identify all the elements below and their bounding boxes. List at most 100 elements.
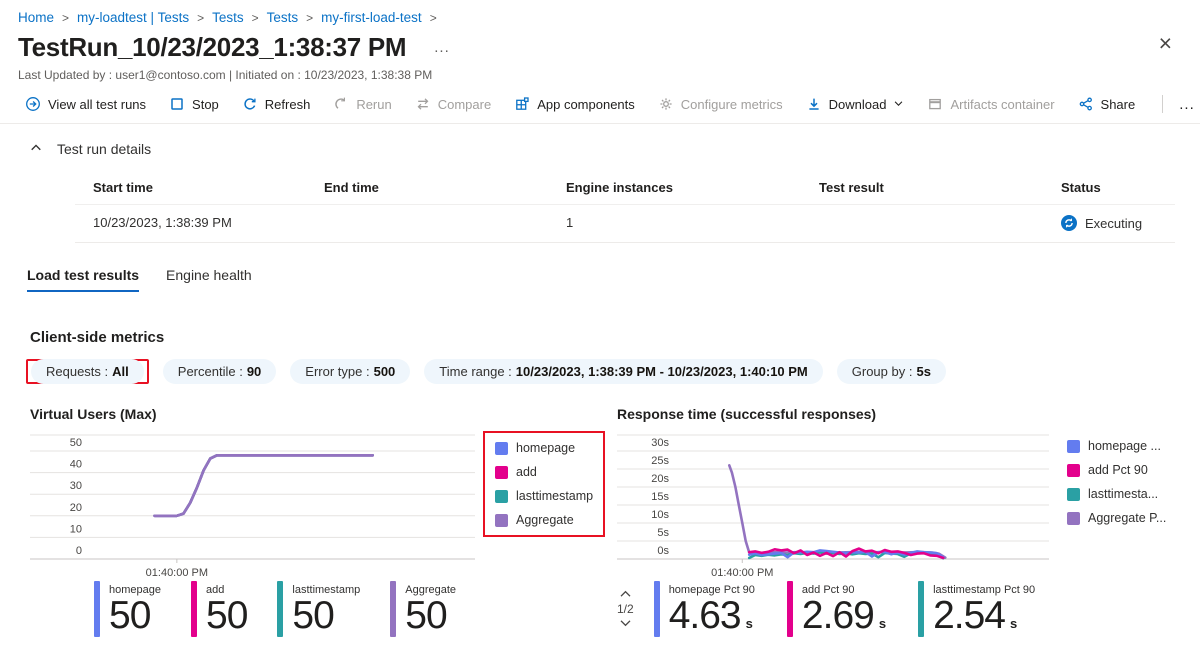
view-all-test-runs-icon (25, 96, 41, 112)
compare-button[interactable]: Compare (415, 96, 491, 112)
configure-metrics-button[interactable]: Configure metrics (658, 96, 783, 112)
cell-end-time (306, 205, 548, 242)
svg-text:30s: 30s (651, 437, 669, 449)
virtual-users-chart-panel: Virtual Users (Max) 50 40 30 20 10 0 01:40:00 … (30, 406, 617, 637)
virtual-users-legend: homepage add lasttimestamp Aggregate (483, 431, 606, 537)
view-all-test-runs-button[interactable]: View all test runs (25, 96, 146, 112)
cell-start-time: 10/23/2023, 1:38:39 PM (93, 215, 232, 230)
homepage-swatch (1067, 439, 1080, 453)
add-swatch (1067, 463, 1080, 477)
legend-item-aggregate[interactable]: Aggregate (495, 513, 593, 527)
stop-button[interactable]: Stop (169, 96, 219, 112)
refresh-button[interactable]: Refresh (242, 96, 311, 112)
stat-card-lasttimestamp-pct90: lasttimestamp Pct 90 2.54 s (918, 581, 1035, 637)
pager-label: 1/2 (617, 601, 634, 616)
stat-color-bar (277, 581, 284, 637)
stat-color-bar (94, 581, 100, 637)
view-all-test-runs-label: View all test runs (48, 96, 147, 112)
run-metadata-text: Last Updated by : user1@contoso.com | In… (18, 68, 433, 82)
chevron-up-icon[interactable] (619, 587, 632, 601)
compare-label: Compare (437, 96, 492, 112)
svg-text:0: 0 (76, 545, 82, 557)
gear-icon (658, 96, 674, 112)
legend-item-add[interactable]: add (495, 465, 593, 479)
stat-card-add: add 50 (191, 581, 248, 637)
virtual-users-stats: homepage 50 add 50 lasttimestamp 50 Aggrega… (94, 581, 617, 637)
legend-label: homepage ... (1088, 439, 1161, 453)
close-icon[interactable]: × (1158, 30, 1172, 56)
metric-filters: Requests : All Percentile :90 Error type … (26, 359, 1200, 384)
results-tabs: Load test results Engine health (27, 267, 1200, 292)
stop-label: Stop (192, 96, 219, 112)
tab-engine-health[interactable]: Engine health (166, 267, 252, 283)
legend-label: Aggregate P... (1088, 511, 1167, 525)
stat-label: add (206, 584, 225, 596)
column-status: Status (1061, 180, 1101, 195)
stat-card-add-pct90: add Pct 90 2.69 s (786, 581, 886, 637)
time-range-filter[interactable]: Time range :10/23/2023, 1:38:39 PM - 10/… (424, 359, 823, 384)
stat-color-bar (653, 581, 660, 637)
virtual-users-chart: 50 40 30 20 10 0 01:40:00 PM (30, 434, 475, 579)
svg-text:5s: 5s (657, 527, 669, 539)
legend-item-aggregate-pct90[interactable]: Aggregate P... (1067, 511, 1166, 525)
toolbar-overflow-button[interactable]: ... (1179, 95, 1195, 113)
chevron-down-icon[interactable] (619, 617, 632, 631)
stat-value: 2.54 (933, 594, 1006, 637)
legend-label: add (516, 465, 537, 479)
breadcrumb-link-tests-1[interactable]: Tests (212, 10, 244, 25)
column-engine-instances: Engine instances (566, 180, 673, 195)
share-button[interactable]: Share (1078, 96, 1135, 112)
download-button[interactable]: Download (806, 96, 905, 112)
stop-icon (169, 96, 185, 112)
stat-unit: s (1009, 616, 1018, 631)
breadcrumb-link-loadtest[interactable]: my-loadtest | Tests (77, 10, 190, 25)
svg-text:01:40:00 PM: 01:40:00 PM (146, 567, 208, 579)
refresh-label: Refresh (264, 96, 311, 112)
legend-item-homepage[interactable]: homepage (495, 441, 593, 455)
legend-item-homepage-pct90[interactable]: homepage ... (1067, 439, 1166, 453)
command-bar: View all test runs Stop Refresh Rerun Co… (0, 95, 1200, 124)
requests-filter[interactable]: Requests : All (31, 359, 144, 384)
stat-value: 50 (292, 594, 334, 637)
legend-label: Aggregate (516, 513, 574, 527)
error-type-filter[interactable]: Error type :500 (290, 359, 411, 384)
stat-card-homepage-pct90: homepage Pct 90 4.63 s (653, 581, 755, 637)
group-by-filter-label: Group by : (851, 364, 913, 379)
test-run-details-toggle[interactable]: Test run details (30, 141, 1200, 157)
cell-test-result (801, 205, 1043, 242)
stat-unit: s (745, 616, 753, 631)
response-time-chart: 30s 25s 20s 15s 10s 5s 0s 01:40:00 PM (617, 434, 1049, 579)
breadcrumb-separator: > (429, 11, 437, 25)
legend-label: lasttimesta... (1088, 487, 1159, 501)
compare-icon (415, 96, 431, 112)
table-header-row: Start time End time Engine instances Tes… (75, 172, 1175, 205)
svg-text:10s: 10s (651, 509, 669, 521)
time-range-filter-value: 10/23/2023, 1:38:39 PM - 10/23/2023, 1:4… (515, 364, 808, 379)
breadcrumb-separator: > (306, 11, 314, 25)
breadcrumb-link-tests-2[interactable]: Tests (266, 10, 299, 25)
legend-item-add-pct90[interactable]: add Pct 90 (1067, 463, 1166, 477)
time-range-filter-label: Time range : (439, 364, 512, 379)
percentile-filter[interactable]: Percentile :90 (162, 359, 277, 384)
breadcrumb-link-my-first-load-test[interactable]: my-first-load-test (321, 10, 422, 25)
column-end-time: End time (324, 180, 379, 195)
breadcrumb-link-home[interactable]: Home (18, 10, 55, 25)
stat-color-bar (918, 581, 925, 637)
stat-label: lasttimestamp (292, 584, 361, 596)
stat-label: Aggregate (405, 584, 457, 596)
legend-item-lasttimestamp[interactable]: lasttimestamp (495, 489, 593, 503)
title-more-options-button[interactable]: ... (434, 39, 450, 56)
breadcrumb-separator: > (251, 11, 259, 25)
app-components-button[interactable]: App components (514, 96, 635, 112)
tab-load-test-results[interactable]: Load test results (27, 267, 140, 292)
app-components-label: App components (537, 96, 635, 112)
lasttimestamp-swatch (1067, 487, 1080, 501)
aggregate-swatch (1067, 511, 1080, 525)
group-by-filter[interactable]: Group by :5s (836, 359, 946, 384)
artifacts-container-icon (927, 96, 943, 112)
share-icon (1078, 96, 1094, 112)
legend-item-lasttimestamp-pct90[interactable]: lasttimesta... (1067, 487, 1166, 501)
artifacts-container-button[interactable]: Artifacts container (927, 96, 1055, 112)
percentile-filter-value: 90 (246, 364, 262, 379)
rerun-button[interactable]: Rerun (333, 96, 392, 112)
